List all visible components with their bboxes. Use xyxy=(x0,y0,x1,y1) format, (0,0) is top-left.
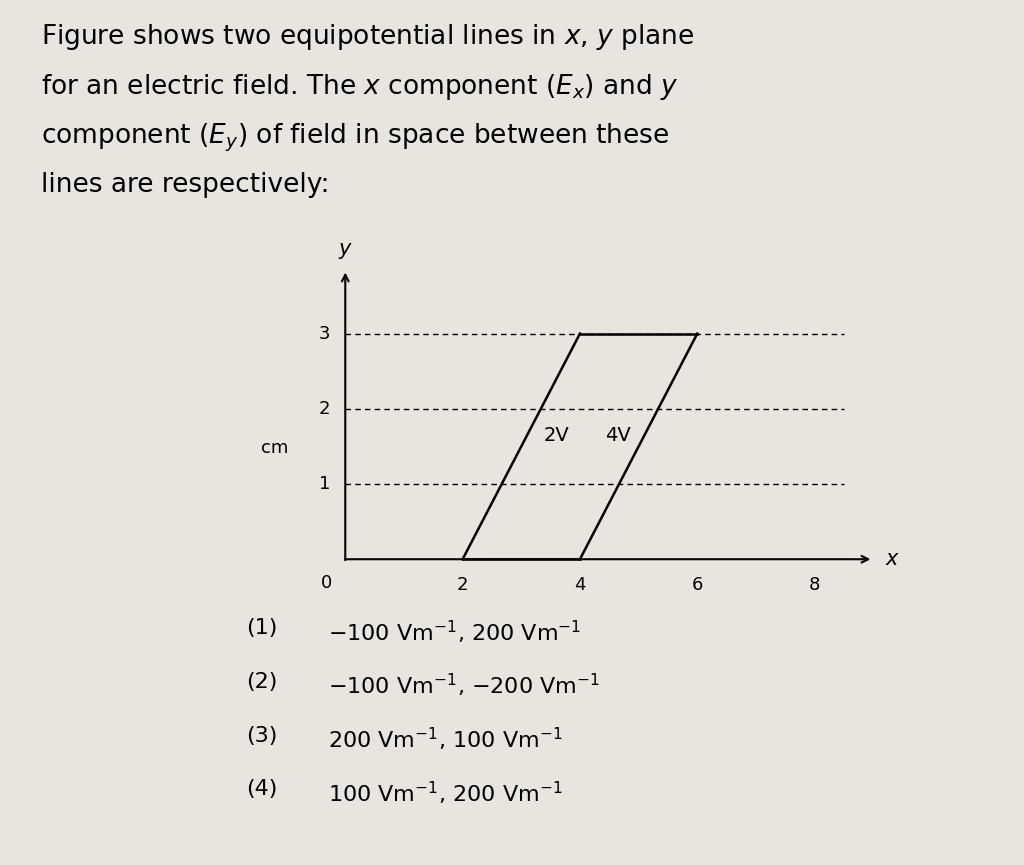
Text: $-100\ \mathrm{Vm}^{-1}$, $200\ \mathrm{Vm}^{-1}$: $-100\ \mathrm{Vm}^{-1}$, $200\ \mathrm{… xyxy=(328,618,581,645)
Text: 4V: 4V xyxy=(605,426,631,445)
Text: 8: 8 xyxy=(809,576,820,593)
Text: 3: 3 xyxy=(319,324,331,343)
Text: $-100\ \mathrm{Vm}^{-1}$, $-200\ \mathrm{Vm}^{-1}$: $-100\ \mathrm{Vm}^{-1}$, $-200\ \mathrm… xyxy=(328,672,600,699)
Text: (3): (3) xyxy=(246,726,278,746)
Text: $x$: $x$ xyxy=(885,549,900,569)
Text: 0: 0 xyxy=(322,574,333,593)
Text: $200\ \mathrm{Vm}^{-1}$, $100\ \mathrm{Vm}^{-1}$: $200\ \mathrm{Vm}^{-1}$, $100\ \mathrm{V… xyxy=(328,726,562,753)
Text: 2V: 2V xyxy=(544,426,569,445)
Text: cm: cm xyxy=(261,439,289,457)
Text: (4): (4) xyxy=(246,779,278,799)
Text: 4: 4 xyxy=(574,576,586,593)
Text: for an electric field. The $x$ component ($E_x$) and $y$: for an electric field. The $x$ component… xyxy=(41,72,679,102)
Text: lines are respectively:: lines are respectively: xyxy=(41,172,330,198)
Text: 1: 1 xyxy=(319,475,331,493)
Text: $y$: $y$ xyxy=(338,240,353,260)
Text: 2: 2 xyxy=(319,400,331,418)
Text: 6: 6 xyxy=(691,576,702,593)
Text: 2: 2 xyxy=(457,576,468,593)
Text: (2): (2) xyxy=(246,672,278,692)
Text: $100\ \mathrm{Vm}^{-1}$, $200\ \mathrm{Vm}^{-1}$: $100\ \mathrm{Vm}^{-1}$, $200\ \mathrm{V… xyxy=(328,779,562,806)
Text: component ($E_y$) of field in space between these: component ($E_y$) of field in space betw… xyxy=(41,122,670,154)
Text: (1): (1) xyxy=(246,618,278,638)
Text: Figure shows two equipotential lines in $x$, $y$ plane: Figure shows two equipotential lines in … xyxy=(41,22,694,52)
